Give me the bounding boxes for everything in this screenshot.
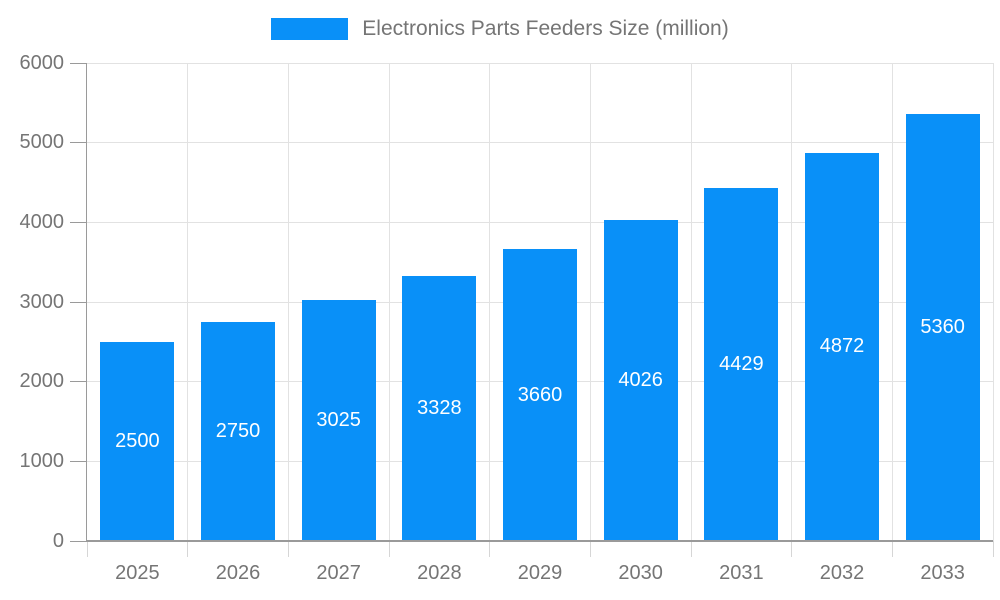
gridline-x	[489, 63, 491, 541]
bar-value-label: 2750	[215, 419, 261, 442]
x-axis-tick	[891, 541, 893, 557]
gridline-y	[87, 62, 993, 64]
x-axis-label: 2030	[618, 562, 663, 584]
gridline-x	[690, 63, 692, 541]
bar[interactable]	[603, 220, 678, 541]
y-axis-label: 3000	[19, 290, 65, 313]
x-axis-label: 2033	[920, 562, 965, 584]
bar[interactable]	[503, 249, 577, 541]
x-axis-label: 2026	[215, 562, 261, 584]
gridline-x	[388, 63, 390, 541]
x-axis-label: 2031	[719, 562, 764, 584]
gridline-x	[992, 63, 994, 541]
bar[interactable]	[100, 341, 175, 541]
bar[interactable]	[201, 321, 275, 541]
y-axis-label: 0	[52, 529, 64, 552]
bar-value-label: 3328	[417, 396, 462, 419]
x-axis-tick	[187, 541, 189, 557]
gridline-x	[589, 63, 591, 541]
x-axis-tick	[589, 541, 591, 557]
bar-value-label: 5360	[920, 315, 965, 338]
bar-value-label: 4429	[719, 353, 764, 376]
bar[interactable]	[805, 152, 879, 541]
x-axis-tick	[791, 541, 793, 557]
y-axis-label: 2000	[19, 370, 65, 393]
y-axis-label: 5000	[19, 131, 65, 154]
x-axis-label: 2032	[819, 562, 865, 584]
y-axis-tick	[70, 142, 87, 144]
y-axis-tick	[70, 381, 87, 383]
bar[interactable]	[905, 113, 980, 541]
bar-value-label: 2500	[115, 429, 160, 452]
x-axis-label: 2025	[115, 562, 160, 584]
y-axis-line	[86, 63, 87, 541]
y-axis-tick	[70, 221, 87, 223]
x-axis-tick	[489, 541, 491, 557]
bar[interactable]	[301, 300, 376, 541]
gridline-x	[187, 63, 189, 541]
gridline-y	[87, 221, 993, 223]
bar-value-label: 4872	[819, 335, 865, 358]
x-axis-tick	[388, 541, 390, 557]
gridline-x	[287, 63, 289, 541]
y-axis-tick	[70, 62, 87, 64]
y-axis-tick	[70, 460, 87, 462]
y-axis-label: 1000	[19, 449, 65, 472]
gridline-x	[891, 63, 893, 541]
x-axis-line	[87, 540, 993, 542]
x-axis-label: 2028	[417, 562, 462, 584]
y-axis-label: 4000	[19, 210, 65, 233]
gridline-y	[87, 142, 993, 144]
x-axis-tick	[287, 541, 289, 557]
x-axis-tick	[690, 541, 692, 557]
bar-value-label: 3025	[316, 409, 361, 431]
bar[interactable]	[402, 275, 477, 541]
x-axis-label: 2029	[517, 562, 563, 584]
gridline-x	[791, 63, 793, 541]
x-axis-tick	[992, 541, 994, 557]
bar[interactable]	[704, 188, 779, 541]
x-axis-label: 2027	[316, 562, 361, 584]
x-axis-tick	[86, 541, 88, 557]
legend-label: Electronics Parts Feeders Size (million)	[362, 17, 729, 40]
y-axis-label: 6000	[19, 51, 65, 74]
y-axis-tick	[70, 540, 87, 542]
bar-value-label: 3660	[517, 383, 563, 406]
y-axis-tick	[70, 301, 87, 303]
bar-value-label: 4026	[618, 369, 663, 392]
legend-swatch	[271, 18, 349, 40]
chart-legend[interactable]: Electronics Parts Feeders Size (million)	[0, 17, 1000, 41]
